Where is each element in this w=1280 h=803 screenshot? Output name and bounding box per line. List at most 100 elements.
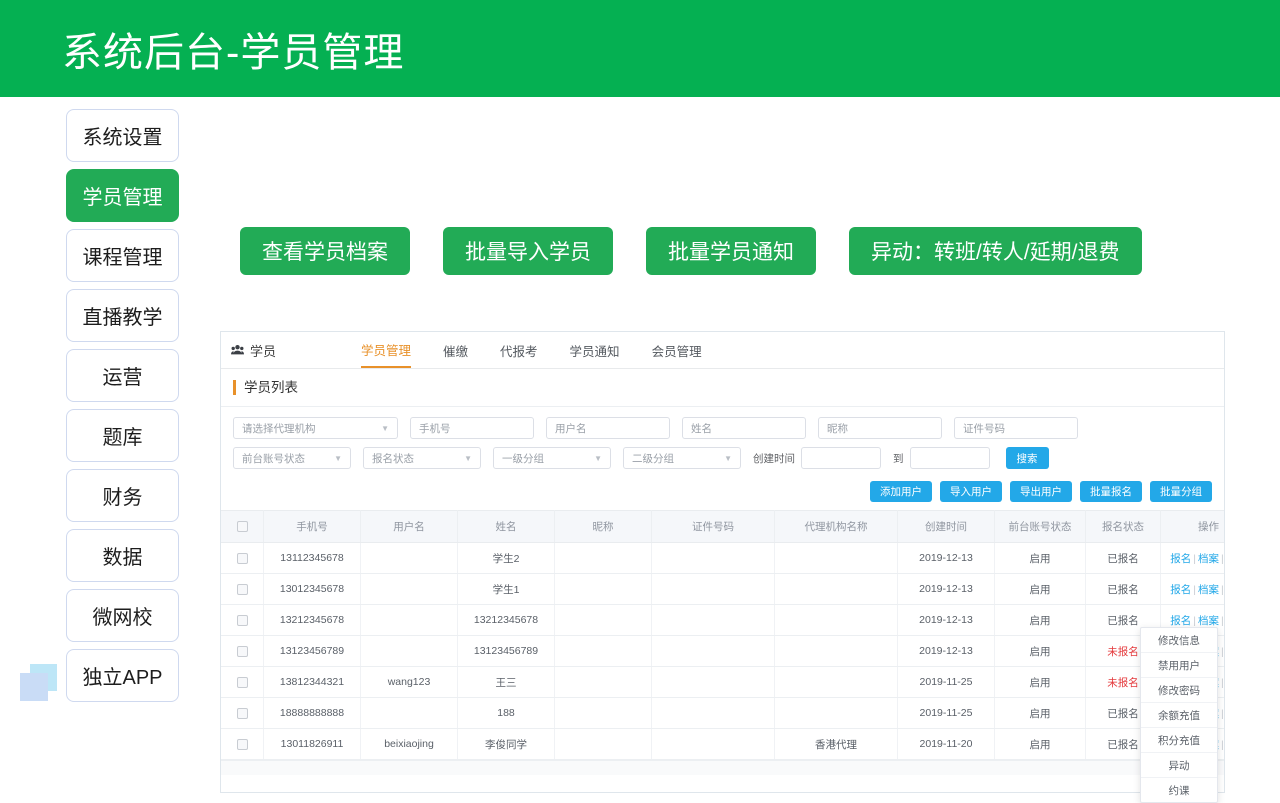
select-all-checkbox[interactable] bbox=[236, 521, 248, 533]
tab-1[interactable]: 催缴 bbox=[443, 332, 468, 368]
op-link-0[interactable]: 报名 bbox=[1170, 583, 1192, 596]
filter-field-r1-1[interactable]: 手机号 bbox=[410, 417, 534, 439]
filter-field-r1-3[interactable]: 姓名 bbox=[682, 417, 806, 439]
sidebar-item-9[interactable]: 独立APP bbox=[66, 649, 179, 702]
action-button-2[interactable]: 批量学员通知 bbox=[646, 227, 816, 275]
action-button-1[interactable]: 批量导入学员 bbox=[443, 227, 613, 275]
row-checkbox-cell[interactable] bbox=[221, 542, 264, 574]
toolbar-button-0[interactable]: 添加用户 bbox=[870, 481, 932, 502]
cell-operations: 报名|档案|更多 bbox=[1160, 542, 1224, 574]
column-header-0[interactable] bbox=[221, 510, 264, 543]
sidebar-item-4[interactable]: 运营 bbox=[66, 349, 179, 402]
filter-field-r2-0[interactable]: 前台账号状态 ▼ bbox=[233, 447, 351, 469]
action-button-0[interactable]: 查看学员档案 bbox=[240, 227, 410, 275]
op-link-0[interactable]: 报名 bbox=[1170, 614, 1192, 627]
cell-idno bbox=[651, 604, 775, 636]
filter-field-r1-0[interactable]: 请选择代理机构 ▼ bbox=[233, 417, 398, 439]
row-checkbox[interactable] bbox=[236, 645, 248, 657]
op-link-1[interactable]: 档案 bbox=[1198, 614, 1219, 627]
table-row: 13012345678 学生1 2019-12-13 启用 已报名 报名|档案|更多 bbox=[221, 573, 1224, 605]
search-button[interactable]: 搜索 bbox=[1005, 447, 1049, 469]
cell-phone: 13123456789 bbox=[263, 635, 361, 667]
row-checkbox[interactable] bbox=[236, 614, 248, 626]
dropdown-item-0[interactable]: 修改信息 bbox=[1141, 628, 1217, 653]
cell-text: 启用 bbox=[1029, 676, 1051, 689]
sidebar-item-0[interactable]: 系统设置 bbox=[66, 109, 179, 162]
op-separator: | bbox=[1221, 707, 1224, 720]
row-checkbox[interactable] bbox=[236, 738, 248, 750]
filter-field-r1-4[interactable]: 昵称 bbox=[818, 417, 942, 439]
column-header-5: 证件号码 bbox=[651, 510, 775, 543]
sidebar-item-3[interactable]: 直播教学 bbox=[66, 289, 179, 342]
sidebar-item-5[interactable]: 题库 bbox=[66, 409, 179, 462]
sidebar-item-2[interactable]: 课程管理 bbox=[66, 229, 179, 282]
cell-acct_status: 启用 bbox=[994, 666, 1086, 698]
filter-field-r1-5[interactable]: 证件号码 bbox=[954, 417, 1078, 439]
toolbar-button-1[interactable]: 导入用户 bbox=[940, 481, 1002, 502]
row-checkbox-cell[interactable] bbox=[221, 728, 264, 760]
cell-text: 13112345678 bbox=[280, 552, 344, 564]
cell-created: 2019-12-13 bbox=[897, 573, 995, 605]
row-checkbox-cell[interactable] bbox=[221, 697, 264, 729]
dropdown-item-5[interactable]: 异动 bbox=[1141, 753, 1217, 778]
tab-4[interactable]: 会员管理 bbox=[652, 332, 702, 368]
filter-field-r2-2[interactable]: 一级分组 ▼ bbox=[493, 447, 611, 469]
row-checkbox-cell[interactable] bbox=[221, 635, 264, 667]
row-checkbox-cell[interactable] bbox=[221, 604, 264, 636]
cell-idno bbox=[651, 728, 775, 760]
sidebar-item-6[interactable]: 财务 bbox=[66, 469, 179, 522]
op-link-1[interactable]: 档案 bbox=[1198, 583, 1219, 596]
row-checkbox[interactable] bbox=[236, 676, 248, 688]
toolbar-button-3[interactable]: 批量报名 bbox=[1080, 481, 1142, 502]
cell-created: 2019-12-13 bbox=[897, 604, 995, 636]
sidebar-item-1[interactable]: 学员管理 bbox=[66, 169, 179, 222]
dropdown-item-6[interactable]: 约课 bbox=[1141, 778, 1217, 802]
sidebar-item-label: 学员管理 bbox=[82, 187, 163, 209]
dropdown-item-2[interactable]: 修改密码 bbox=[1141, 678, 1217, 703]
sidebar-item-label: 微网校 bbox=[92, 607, 153, 629]
cell-text: 启用 bbox=[1029, 645, 1051, 658]
row-checkbox[interactable] bbox=[236, 583, 248, 595]
cell-text: 已报名 bbox=[1107, 738, 1139, 751]
date-start-input[interactable] bbox=[801, 447, 881, 469]
toolbar-button-2[interactable]: 导出用户 bbox=[1010, 481, 1072, 502]
op-link-1[interactable]: 档案 bbox=[1198, 552, 1219, 565]
dropdown-item-1[interactable]: 禁用用户 bbox=[1141, 653, 1217, 678]
chevron-down-icon: ▼ bbox=[724, 453, 732, 463]
filter-field-r1-2[interactable]: 用户名 bbox=[546, 417, 670, 439]
table-row: 13212345678 13212345678 2019-12-13 启用 已报名 报名 |… bbox=[221, 604, 1224, 636]
cell-text: 李俊同学 bbox=[485, 738, 527, 751]
date-to-label: 到 bbox=[893, 452, 904, 465]
panel-footer-strip bbox=[221, 760, 1224, 775]
tab-2[interactable]: 代报考 bbox=[500, 332, 538, 368]
sidebar-item-7[interactable]: 数据 bbox=[66, 529, 179, 582]
action-button-3[interactable]: 异动：转班/转人/延期/退费 bbox=[849, 227, 1142, 275]
more-actions-dropdown[interactable]: 修改信息 禁用用户 修改密码 余额充值积分充值异动 约课 bbox=[1140, 627, 1218, 803]
cell-phone: 13112345678 bbox=[263, 542, 361, 574]
column-header-7: 创建时间 bbox=[897, 510, 995, 543]
toolbar-button-4[interactable]: 批量分组 bbox=[1150, 481, 1212, 502]
tab-3[interactable]: 学员通知 bbox=[570, 332, 620, 368]
row-checkbox-cell[interactable] bbox=[221, 573, 264, 605]
page-body: 系统设置 学员管理 课程管理 直播教学 运营 题库 财务 数据 微网校 独立APP 查看学员档案批… bbox=[0, 97, 1280, 803]
cell-text: 已报名 bbox=[1107, 614, 1139, 627]
op-link-0[interactable]: 报名 bbox=[1170, 552, 1192, 565]
cell-text: 2019-11-25 bbox=[919, 707, 973, 719]
row-checkbox[interactable] bbox=[236, 552, 248, 564]
filter-field-r1-0-text: 请选择代理机构 bbox=[242, 422, 316, 435]
sidebar-item-8[interactable]: 微网校 bbox=[66, 589, 179, 642]
op-separator: | bbox=[1221, 738, 1224, 751]
filter-field-r2-3[interactable]: 二级分组 ▼ bbox=[623, 447, 741, 469]
dropdown-item-4[interactable]: 积分充值 bbox=[1141, 728, 1217, 753]
row-checkbox-cell[interactable] bbox=[221, 666, 264, 698]
row-checkbox[interactable] bbox=[236, 707, 248, 719]
dropdown-item-label: 积分充值 bbox=[1158, 734, 1200, 747]
list-title: 学员列表 bbox=[233, 380, 298, 395]
date-end-input[interactable] bbox=[909, 447, 990, 469]
dropdown-item-3[interactable]: 余额充值 bbox=[1141, 703, 1217, 728]
action-button-bar: 查看学员档案 批量导入学员 批量学员通知 异动：转班/转人/延期/退费 bbox=[240, 227, 1142, 275]
panel-brand: 学员 bbox=[231, 341, 361, 360]
cell-agency bbox=[774, 635, 898, 667]
tab-0[interactable]: 学员管理 bbox=[361, 332, 412, 368]
filter-field-r2-1[interactable]: 报名状态 ▼ bbox=[363, 447, 481, 469]
